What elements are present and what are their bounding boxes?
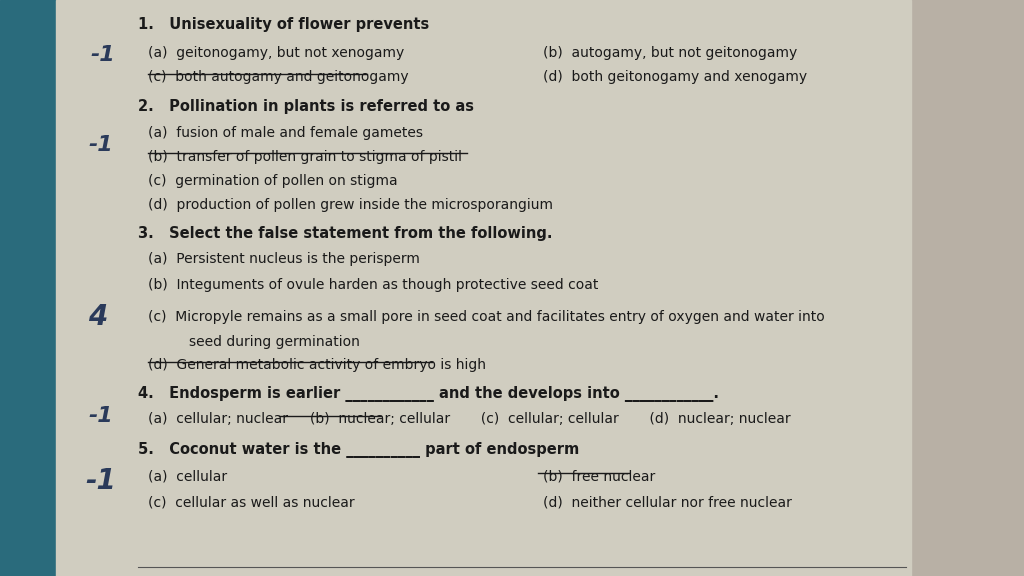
Text: (b)  Integuments of ovule harden as though protective seed coat: (b) Integuments of ovule harden as thoug… <box>148 278 599 291</box>
Text: (d)  General metabolic activity of embryo is high: (d) General metabolic activity of embryo… <box>148 358 486 372</box>
Text: (c)  both autogamy and geitonogamy: (c) both autogamy and geitonogamy <box>148 70 410 84</box>
Text: 2.   Pollination in plants is referred to as: 2. Pollination in plants is referred to … <box>138 99 474 114</box>
Text: (c)  Micropyle remains as a small pore in seed coat and facilitates entry of oxy: (c) Micropyle remains as a small pore in… <box>148 310 825 324</box>
Text: seed during germination: seed during germination <box>189 335 360 349</box>
Text: (d)  neither cellular nor free nuclear: (d) neither cellular nor free nuclear <box>543 495 792 509</box>
Text: -1: -1 <box>85 467 116 495</box>
Bar <box>911 0 1024 576</box>
Bar <box>56 0 911 576</box>
Text: -1: -1 <box>90 45 115 65</box>
Text: 4: 4 <box>88 303 106 331</box>
Text: -1: -1 <box>88 135 113 155</box>
Text: (d)  both geitonogamy and xenogamy: (d) both geitonogamy and xenogamy <box>543 70 807 84</box>
Text: 3.   Select the false statement from the following.: 3. Select the false statement from the f… <box>138 226 553 241</box>
Text: (c)  cellular as well as nuclear: (c) cellular as well as nuclear <box>148 495 355 509</box>
Text: (a)  fusion of male and female gametes: (a) fusion of male and female gametes <box>148 126 424 139</box>
Text: 4.   Endosperm is earlier ____________ and the develops into ____________.: 4. Endosperm is earlier ____________ and… <box>138 386 719 402</box>
Text: (b)  free nuclear: (b) free nuclear <box>543 469 655 483</box>
Text: (d)  production of pollen grew inside the microsporangium: (d) production of pollen grew inside the… <box>148 198 554 212</box>
Text: 1.   Unisexuality of flower prevents: 1. Unisexuality of flower prevents <box>138 17 429 32</box>
Text: (a)  Persistent nucleus is the perisperm: (a) Persistent nucleus is the perisperm <box>148 252 421 266</box>
Text: (c)  germination of pollen on stigma: (c) germination of pollen on stigma <box>148 174 398 188</box>
Text: -1: -1 <box>88 406 113 426</box>
Text: (b)  autogamy, but not geitonogamy: (b) autogamy, but not geitonogamy <box>543 46 797 60</box>
Text: 5.   Coconut water is the __________ part of endosperm: 5. Coconut water is the __________ part … <box>138 442 580 458</box>
Text: (a)  cellular: (a) cellular <box>148 469 227 483</box>
Text: (a)  geitonogamy, but not xenogamy: (a) geitonogamy, but not xenogamy <box>148 46 404 60</box>
Text: (b)  transfer of pollen grain to stigma of pistil: (b) transfer of pollen grain to stigma o… <box>148 150 463 164</box>
Text: (a)  cellular; nuclear     (b)  nuclear; cellular       (c)  cellular; cellular : (a) cellular; nuclear (b) nuclear; cellu… <box>148 412 792 426</box>
Bar <box>0 0 56 576</box>
